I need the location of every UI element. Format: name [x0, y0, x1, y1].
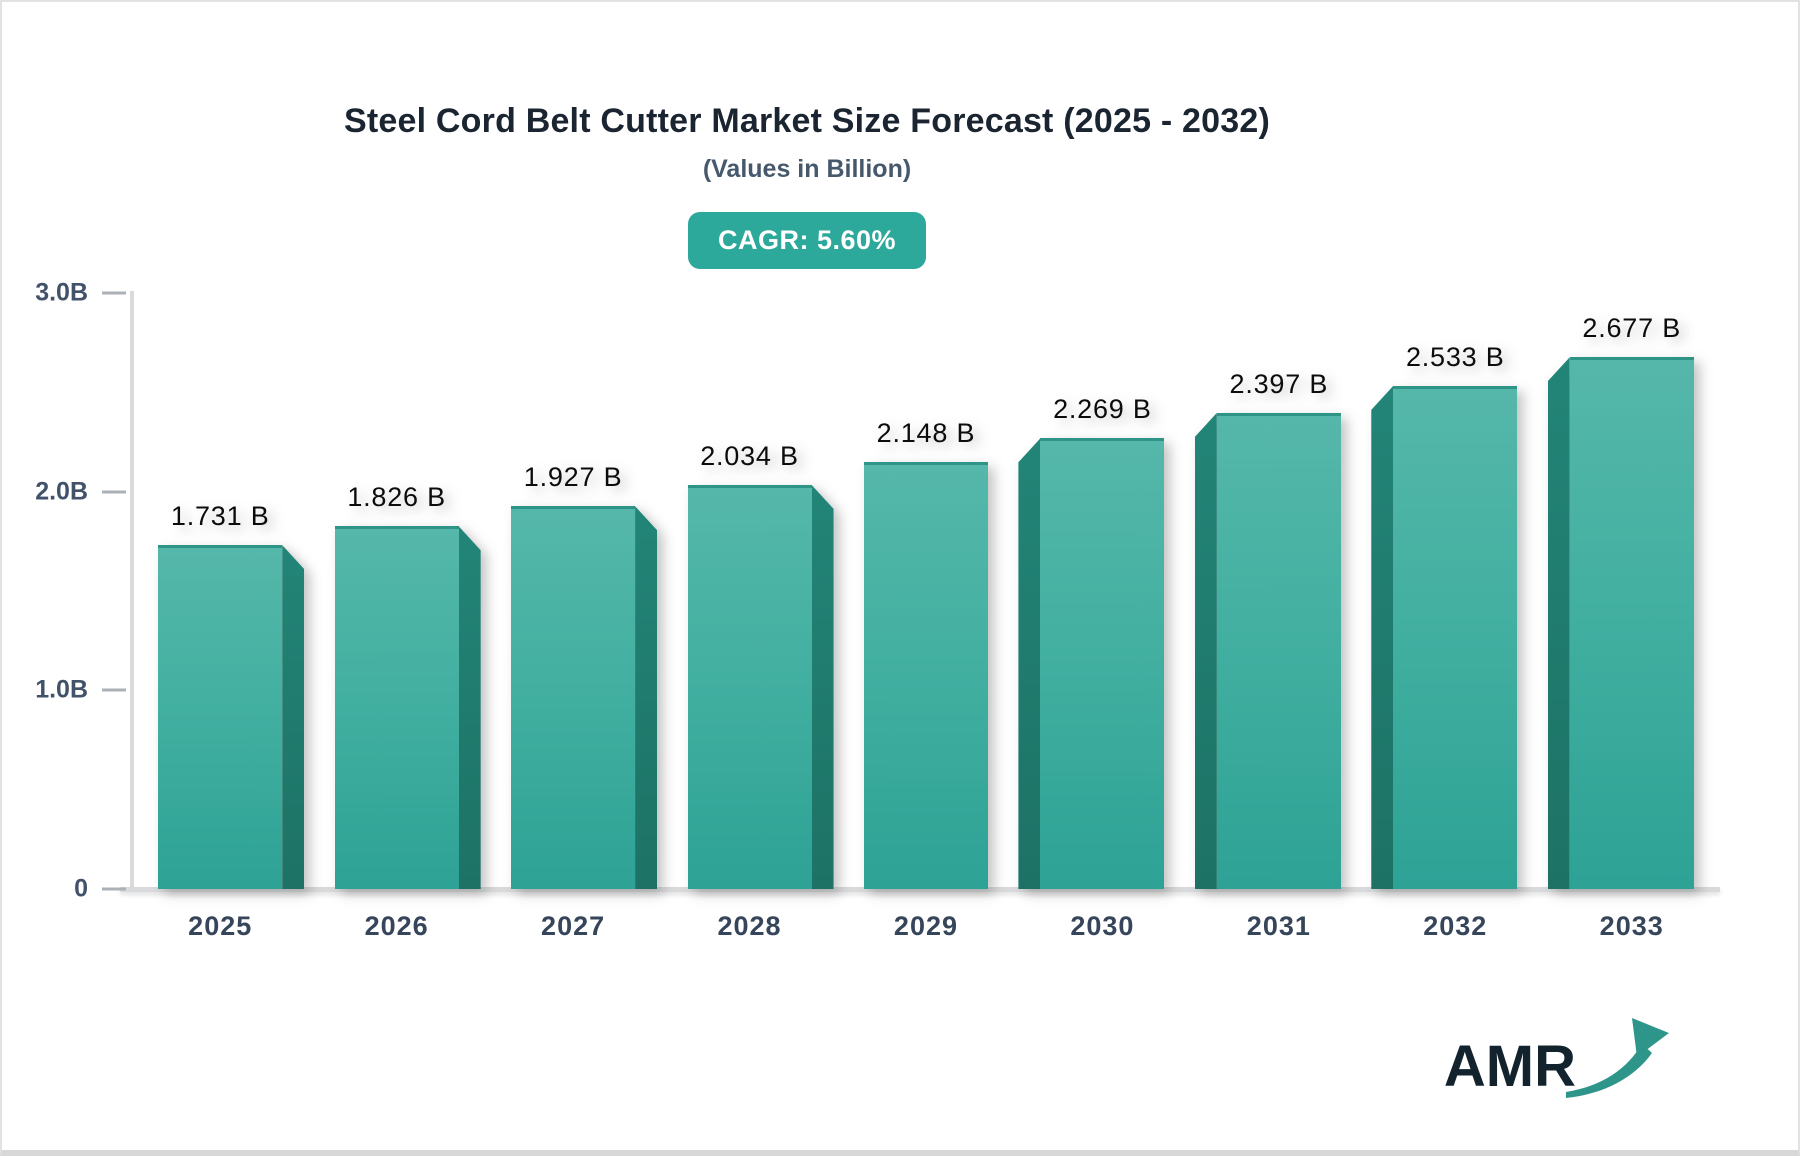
- bar: 1.927 B: [511, 462, 658, 889]
- x-axis-label: 2032: [1423, 911, 1488, 941]
- x-axis-label: 2027: [541, 911, 606, 941]
- amr-logo-text: AMR: [1443, 1033, 1576, 1099]
- bar: 2.677 B: [1547, 313, 1694, 889]
- bar-slot: 1.927 B 2027: [485, 293, 661, 941]
- growth-arrow-icon: [1566, 1018, 1669, 1098]
- y-tick-mark: [102, 291, 126, 295]
- y-tick-mark: [102, 688, 126, 692]
- x-axis-label: 2026: [364, 911, 429, 941]
- bar-side-face: [811, 484, 834, 889]
- bar: 2.533 B: [1371, 342, 1518, 889]
- bar-front-face: [863, 462, 988, 889]
- plot-area: 1.731 B 2025 1.826 B 2026 1.927 B 2027 2.034 B…: [132, 293, 1720, 941]
- y-axis-line: [130, 291, 134, 889]
- bar-front-face: [1040, 438, 1165, 889]
- bar-value-label: 2.397 B: [1229, 368, 1329, 399]
- amr-logo: AMR: [1443, 1018, 1672, 1102]
- bar-slot: 2.148 B 2029: [838, 293, 1014, 941]
- bar-value-label: 2.034 B: [700, 440, 799, 471]
- chart-title: Steel Cord Belt Cutter Market Size Forec…: [344, 102, 1270, 140]
- bar: 1.826 B: [334, 482, 481, 889]
- bar-value-label: 1.826 B: [347, 482, 446, 513]
- chart-subtitle: (Values in Billion): [702, 155, 912, 183]
- bar-side-face: [1547, 357, 1570, 889]
- x-axis-label: 2033: [1599, 911, 1664, 941]
- bar-side-face: [458, 526, 481, 889]
- bar-front-face: [158, 545, 283, 889]
- y-tick-label: 1.0B: [35, 675, 88, 704]
- bar-value-label: 1.731 B: [170, 501, 270, 532]
- bar-front-face: [1216, 412, 1341, 889]
- bar-slot: 2.533 B 2032: [1367, 293, 1543, 941]
- cagr-badge: CAGR: 5.60%: [687, 212, 927, 269]
- chart-header: Steel Cord Belt Cutter Market Size Forec…: [2, 102, 1612, 269]
- bar-value-label: 2.677 B: [1582, 313, 1682, 344]
- bar-side-face: [282, 545, 305, 889]
- y-tick-label: 3.0B: [35, 278, 88, 307]
- bar-slot: 2.269 B 2030: [1014, 293, 1190, 941]
- x-axis-label: 2025: [188, 911, 253, 941]
- x-axis-label: 2028: [717, 911, 782, 941]
- bar-slot: 2.397 B 2031: [1191, 293, 1367, 941]
- y-tick-label: 0: [74, 874, 88, 903]
- bar-value-label: 2.269 B: [1053, 394, 1152, 425]
- bar-value-label: 1.927 B: [523, 462, 623, 493]
- x-axis-label: 2030: [1070, 911, 1135, 941]
- bar-side-face: [1194, 412, 1217, 889]
- bar-slot: 2.677 B 2033: [1544, 293, 1720, 941]
- bar: 2.034 B: [687, 441, 834, 889]
- bar-front-face: [1393, 385, 1518, 889]
- x-axis-label: 2031: [1246, 911, 1311, 941]
- x-axis-line: [120, 887, 1720, 892]
- y-tick-mark: [102, 887, 126, 891]
- bar-slot: 1.731 B 2025: [132, 293, 308, 941]
- bar-front-face: [334, 526, 459, 889]
- bar: 2.269 B: [1018, 394, 1165, 889]
- bar-value-label: 2.533 B: [1405, 341, 1505, 372]
- bar-slot: 2.034 B 2028: [661, 293, 837, 941]
- bar-front-face: [511, 506, 636, 889]
- y-tick-mark: [102, 490, 126, 494]
- bar: 2.148 B: [863, 418, 988, 889]
- bar-side-face: [1018, 438, 1041, 889]
- bar: 2.397 B: [1194, 369, 1341, 889]
- bar: 1.731 B: [158, 501, 305, 889]
- bar-front-face: [687, 484, 812, 889]
- y-tick-label: 2.0B: [35, 477, 88, 506]
- bar-side-face: [635, 506, 658, 889]
- bar-front-face: [1569, 357, 1694, 889]
- x-axis-label: 2029: [893, 911, 958, 941]
- bar-value-label: 2.148 B: [876, 418, 976, 449]
- bar-slot: 1.826 B 2026: [308, 293, 484, 941]
- bar-side-face: [1371, 385, 1394, 889]
